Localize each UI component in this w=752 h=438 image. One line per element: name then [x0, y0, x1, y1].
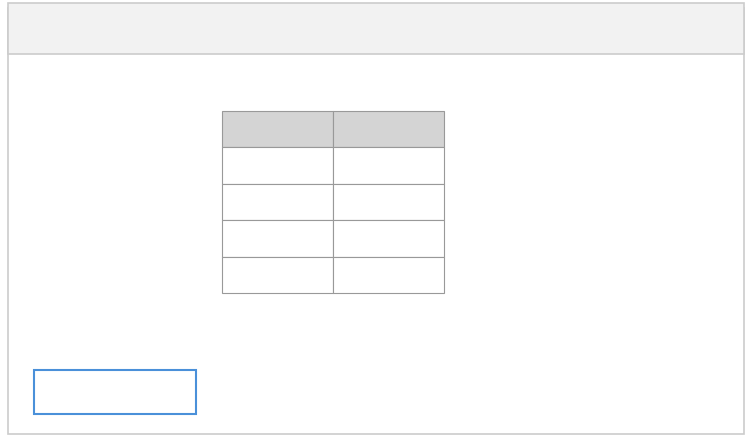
Text: (: (: [34, 335, 40, 350]
Text: Plot the following data in a spreadsheet software. What is the slope of the best: Plot the following data in a spreadsheet…: [34, 65, 709, 80]
Text: Google Sheets: Google Sheets: [89, 335, 201, 350]
Text: 4.696: 4.696: [367, 159, 411, 174]
Text: 455.759: 455.759: [246, 268, 309, 283]
Text: 29.416: 29.416: [362, 231, 415, 247]
Text: 232.385: 232.385: [246, 195, 309, 210]
Text: and: and: [64, 335, 102, 350]
Text: Y: Y: [272, 122, 283, 138]
Text: Excel: Excel: [39, 335, 80, 350]
Text: trendline? Report your answer with two places after the decimal.: trendline? Report your answer with two p…: [34, 85, 532, 99]
Text: 126.377: 126.377: [246, 159, 309, 174]
Text: 2 pts: 2 pts: [684, 24, 726, 42]
Text: You can use the GCFGlobal website to learn more about how to use spreadsheets: You can use the GCFGlobal website to lea…: [34, 317, 658, 332]
Text: Question 10: Question 10: [34, 24, 156, 42]
Text: 40.805: 40.805: [362, 268, 415, 283]
Text: 387.241: 387.241: [246, 231, 309, 247]
Text: 19.284: 19.284: [362, 195, 415, 210]
Text: X: X: [383, 122, 395, 138]
Text: ) no matter your starting level.: ) no matter your starting level.: [155, 335, 391, 350]
